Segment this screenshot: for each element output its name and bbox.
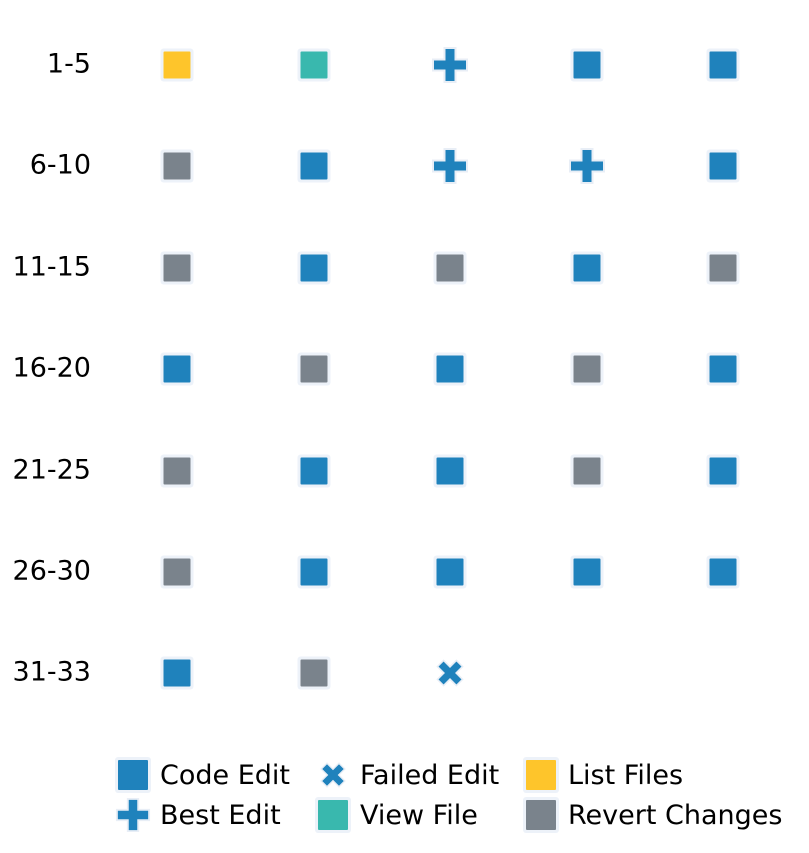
square-marker-icon — [163, 51, 191, 79]
square-marker-icon — [573, 457, 601, 485]
legend-label: Best Edit — [160, 799, 281, 831]
plus-marker-icon — [568, 148, 605, 185]
marker-code-edit — [709, 51, 737, 79]
legend-item-revert-changes: Revert Changes — [520, 794, 782, 836]
legend-swatch — [312, 794, 354, 836]
square-marker-icon — [163, 355, 191, 383]
marker-revert-changes — [163, 457, 191, 485]
square-marker-icon — [573, 558, 601, 586]
marker-code-edit — [709, 152, 737, 180]
square-marker-icon — [163, 457, 191, 485]
square-marker-icon — [709, 152, 737, 180]
square-marker-icon — [300, 457, 328, 485]
square-marker-icon — [300, 355, 328, 383]
marker-code-edit — [709, 558, 737, 586]
x-marker-icon — [436, 659, 464, 688]
square-marker-icon — [573, 254, 601, 282]
square-marker-icon — [436, 558, 464, 586]
legend-label: List Files — [568, 759, 684, 791]
marker-code-edit — [436, 355, 464, 383]
marker-code-edit — [300, 152, 328, 180]
marker-revert-changes — [436, 254, 464, 282]
marker-code-edit — [436, 457, 464, 485]
row-label: 11-15 — [12, 251, 91, 283]
marker-code-edit — [573, 51, 601, 79]
marker-code-edit — [573, 254, 601, 282]
marker-code-edit — [300, 457, 328, 485]
marker-revert-changes — [163, 152, 191, 180]
marker-code-edit — [436, 558, 464, 586]
legend-label: Failed Edit — [360, 759, 500, 791]
square-marker-icon — [300, 51, 328, 79]
marker-revert-changes — [163, 558, 191, 586]
square-marker-icon — [526, 800, 556, 830]
marker-code-edit — [163, 355, 191, 383]
marker-view-file — [300, 51, 328, 79]
square-marker-icon — [318, 800, 348, 830]
row-label: 16-20 — [12, 352, 91, 384]
plus-marker-icon — [432, 148, 469, 185]
square-marker-icon — [709, 355, 737, 383]
marker-code-edit — [709, 355, 737, 383]
legend-swatch — [520, 754, 562, 796]
legend-item-code-edit: Code Edit — [112, 754, 290, 796]
square-marker-icon — [709, 558, 737, 586]
plus-marker-icon — [115, 797, 151, 833]
marker-best-edit — [431, 147, 469, 185]
square-marker-icon — [163, 152, 191, 180]
marker-best-edit — [568, 147, 606, 185]
legend-item-failed-edit: Failed Edit — [312, 754, 499, 796]
marker-revert-changes — [573, 457, 601, 485]
square-marker-icon — [436, 254, 464, 282]
marker-revert-changes — [163, 254, 191, 282]
square-marker-icon — [573, 51, 601, 79]
square-marker-icon — [573, 355, 601, 383]
legend-item-view-file: View File — [312, 794, 478, 836]
legend-item-list-files: List Files — [520, 754, 683, 796]
legend-label: Code Edit — [160, 759, 290, 791]
square-marker-icon — [118, 760, 148, 790]
marker-best-edit — [431, 46, 469, 84]
row-label: 1-5 — [46, 48, 91, 80]
square-marker-icon — [436, 457, 464, 485]
marker-code-edit — [300, 254, 328, 282]
legend-label: Revert Changes — [568, 799, 783, 831]
legend-swatch — [520, 794, 562, 836]
marker-failed-edit — [435, 658, 465, 688]
square-marker-icon — [300, 558, 328, 586]
marker-revert-changes — [300, 355, 328, 383]
square-marker-icon — [709, 254, 737, 282]
marker-code-edit — [300, 558, 328, 586]
plus-marker-icon — [432, 47, 469, 83]
legend-swatch — [112, 754, 154, 796]
marker-code-edit — [709, 457, 737, 485]
square-marker-icon — [163, 254, 191, 282]
row-label: 6-10 — [29, 149, 91, 181]
marker-list-files — [163, 51, 191, 79]
row-label: 21-25 — [12, 453, 91, 485]
square-marker-icon — [163, 558, 191, 586]
square-marker-icon — [526, 760, 556, 790]
marker-revert-changes — [300, 659, 328, 687]
legend-swatch — [112, 794, 154, 836]
square-marker-icon — [163, 659, 191, 687]
legend-swatch — [312, 754, 354, 796]
legend-item-best-edit: Best Edit — [112, 794, 281, 836]
square-marker-icon — [709, 51, 737, 79]
square-marker-icon — [300, 254, 328, 282]
x-marker-icon — [320, 762, 346, 788]
square-marker-icon — [300, 152, 328, 180]
row-label: 31-33 — [12, 656, 91, 688]
square-marker-icon — [709, 457, 737, 485]
marker-code-edit — [573, 558, 601, 586]
square-marker-icon — [436, 355, 464, 383]
marker-code-edit — [163, 659, 191, 687]
marker-revert-changes — [573, 355, 601, 383]
marker-revert-changes — [709, 254, 737, 282]
legend-label: View File — [360, 799, 478, 831]
row-label: 26-30 — [12, 555, 91, 587]
square-marker-icon — [300, 659, 328, 687]
